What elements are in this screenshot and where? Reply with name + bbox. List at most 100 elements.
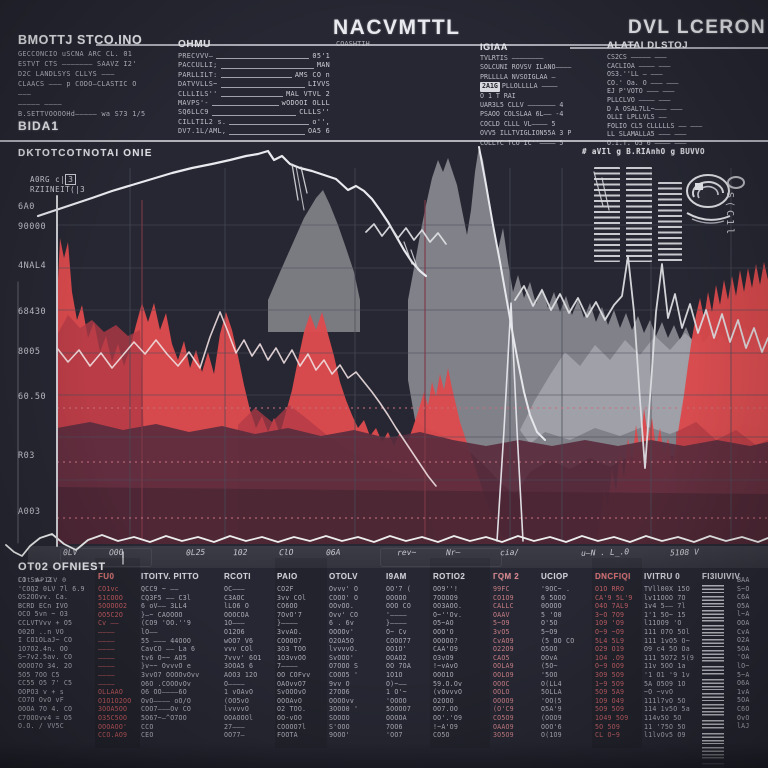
- table-cell[interactable]: (5 OO CO: [541, 636, 575, 645]
- table-row[interactable]: UAR3L5 CLLV ——————— 4: [480, 101, 564, 110]
- table-cell[interactable]: tv6 O~~ AO5: [141, 653, 187, 662]
- table-cell[interactable]: 5~O9: [493, 619, 510, 628]
- table-cell[interactable]: 1O———: [224, 619, 245, 628]
- table-cell[interactable]: OOOC: [493, 679, 510, 688]
- table-row[interactable]: PRECVVV— 05'1: [178, 52, 330, 60]
- table-cell[interactable]: lvvvvO.: [329, 645, 359, 654]
- table-cell[interactable]: OOLA9: [493, 662, 514, 671]
- table-cell[interactable]: OOLO: [493, 688, 510, 697]
- table-cell[interactable]: S'OOO: [329, 722, 350, 731]
- table-cell[interactable]: O~9 OO9: [595, 662, 625, 671]
- table-row[interactable]: CACLIOA ———— ———: [607, 61, 671, 70]
- table-cell[interactable]: }—~ CAOOOO: [141, 610, 183, 619]
- table-cell[interactable]: OvO———— oO/O: [141, 696, 192, 705]
- table-cell[interactable]: vvv COl: [224, 645, 254, 654]
- table-cell[interactable]: '————: [386, 610, 407, 619]
- table-cell[interactable]: O5A: [737, 601, 750, 610]
- table-cell[interactable]: BAA: [737, 576, 750, 584]
- table-cell[interactable]: 5A O5O9 1O: [644, 679, 686, 688]
- table-cell[interactable]: SvOOOvO: [277, 688, 307, 697]
- table-cell[interactable]: CO5O9: [493, 713, 514, 722]
- table-cell[interactable]: }v~~ OvvvO e: [141, 662, 192, 671]
- table-cell[interactable]: lLO6 O: [224, 602, 250, 611]
- table-cell[interactable]: 6 5OOO: [541, 593, 567, 602]
- table-cell[interactable]: FOOTA: [277, 731, 298, 740]
- table-row[interactable]: MAVPS'- wODOOI OLLL: [178, 99, 330, 108]
- table-cell[interactable]: O1O1O2OO: [98, 696, 132, 705]
- table-cell[interactable]: 9vv O: [329, 679, 350, 688]
- table-cell[interactable]: 1O49 5O9: [595, 713, 629, 722]
- table-cell[interactable]: OLLAAO: [98, 688, 124, 697]
- table-cell[interactable]: 5O9 5O9: [595, 705, 625, 714]
- table-cell[interactable]: 3O3 TOO: [277, 645, 307, 654]
- table-cell[interactable]: OO COFvv: [277, 670, 311, 679]
- table-cell[interactable]: 6 oV—— 3LL4: [141, 602, 187, 611]
- table-cell[interactable]: TVll00X 15O: [644, 585, 690, 593]
- table-cell[interactable]: 5O67~—^O7OO: [141, 713, 187, 722]
- table-cell[interactable]: CCO.AO9: [98, 731, 128, 740]
- table-cell[interactable]: 5~O9: [541, 627, 558, 636]
- table-row[interactable]: 2A1G PLLOLLLLA ————: [480, 82, 558, 92]
- table-cell[interactable]: CO S≡— 2: [18, 576, 52, 584]
- table-cell[interactable]: O9 c4 5O Oa: [644, 645, 690, 654]
- table-cell[interactable]: '5OO: [541, 670, 558, 679]
- table-cell[interactable]: O02O ..n VO: [18, 627, 64, 636]
- table-cell[interactable]: 1O9 'O9: [595, 619, 625, 628]
- table-cell[interactable]: OOLO9: [493, 670, 514, 679]
- table-cell[interactable]: O35C5OO: [98, 713, 128, 722]
- table-cell[interactable]: S~7v2.5av. CO: [18, 653, 73, 662]
- table-cell[interactable]: COOO' O: [329, 593, 359, 602]
- table-cell[interactable]: 3vv COl: [277, 593, 307, 602]
- table-cell[interactable]: 59.O.Ov: [433, 679, 463, 688]
- table-cell[interactable]: 1~9 5O9: [595, 679, 625, 688]
- table-cell[interactable]: O6 OO————6O: [141, 688, 187, 697]
- table-cell[interactable]: BCRD ECn IVO: [18, 601, 69, 610]
- table-row[interactable]: CLLLILS'' MAL VTVL 2: [178, 89, 330, 98]
- table-cell[interactable]: ~O ~vvO: [644, 688, 674, 697]
- table-row[interactable]: COLLYC TCO IC''———— 5: [480, 138, 564, 147]
- table-cell[interactable]: C7OOOvv4 = O5: [18, 713, 73, 722]
- table-cell[interactable]: CO2F: [277, 585, 294, 593]
- table-cell[interactable]: 1O1O: [386, 670, 403, 679]
- table-cell[interactable]: 'OO7: [386, 731, 403, 740]
- table-cell[interactable]: 5OLLA: [541, 688, 562, 697]
- table-cell[interactable]: 1O3vvOO: [277, 653, 307, 662]
- table-cell[interactable]: 3OOO0 ': [329, 705, 359, 714]
- table-cell[interactable]: CL O~9: [595, 731, 621, 740]
- table-cell[interactable]: 111l7vO 5O: [644, 696, 686, 705]
- table-cell[interactable]: lO——: [141, 627, 158, 636]
- table-cell[interactable]: O5OO: [541, 645, 558, 654]
- table-row[interactable]: LL SLAMALLA5 ——— ———: [607, 130, 687, 139]
- table-cell[interactable]: CCO: [141, 722, 154, 731]
- table-cell[interactable]: Ovvv' O: [329, 585, 359, 593]
- table-row[interactable]: SOLCUNI ROVSV ILANO————: [480, 63, 572, 72]
- table-cell[interactable]: OOPO3 v + s: [18, 687, 64, 696]
- table-cell[interactable]: O~''Ov.: [433, 610, 463, 619]
- table-row[interactable]: ———: [18, 90, 32, 98]
- table-cell[interactable]: 51COOO: [98, 593, 124, 602]
- table-cell[interactable]: l~A: [737, 610, 750, 619]
- table-row[interactable]: OLLI LPLLVLS ——: [607, 113, 667, 122]
- table-row[interactable]: DATVVLLS~ LIVVS: [178, 80, 330, 89]
- table-cell[interactable]: O2OOO: [433, 696, 454, 705]
- table-cell[interactable]: O5~AO: [433, 619, 454, 628]
- table-cell[interactable]: OOOO7O 34. 2O: [18, 661, 73, 670]
- table-cell[interactable]: 11 '75O 5O: [644, 722, 686, 731]
- table-row[interactable]: SQ6LLC9 CLLLS'': [178, 108, 330, 117]
- table-row[interactable]: CLAACS ——— p CODO—CLASTIC O: [18, 80, 137, 88]
- table-cell[interactable]: 1vA: [737, 687, 750, 696]
- table-cell[interactable]: 7OOOO9: [433, 593, 459, 602]
- table-cell[interactable]: OOvA: [541, 653, 558, 662]
- table-cell[interactable]: S~O: [737, 584, 750, 593]
- table-row[interactable]: OVV5 ILLTVIGLION55A 3 P: [480, 129, 572, 138]
- table-row[interactable]: PACCULLI; MAN: [178, 61, 330, 70]
- table-cell[interactable]: ————: [98, 670, 115, 679]
- table-row[interactable]: CS2CS ————— ———: [607, 53, 667, 61]
- table-cell[interactable]: 3O5O9: [493, 731, 514, 740]
- table-cell[interactable]: OOOOO?: [433, 636, 459, 645]
- table-row[interactable]: O.I.T. O5 6 ———— ———: [607, 138, 687, 147]
- table-cell[interactable]: OO 7OA: [386, 662, 412, 671]
- table-cell[interactable]: O12O6: [224, 627, 245, 636]
- table-cell[interactable]: 1'1 5O~ 15: [644, 610, 686, 619]
